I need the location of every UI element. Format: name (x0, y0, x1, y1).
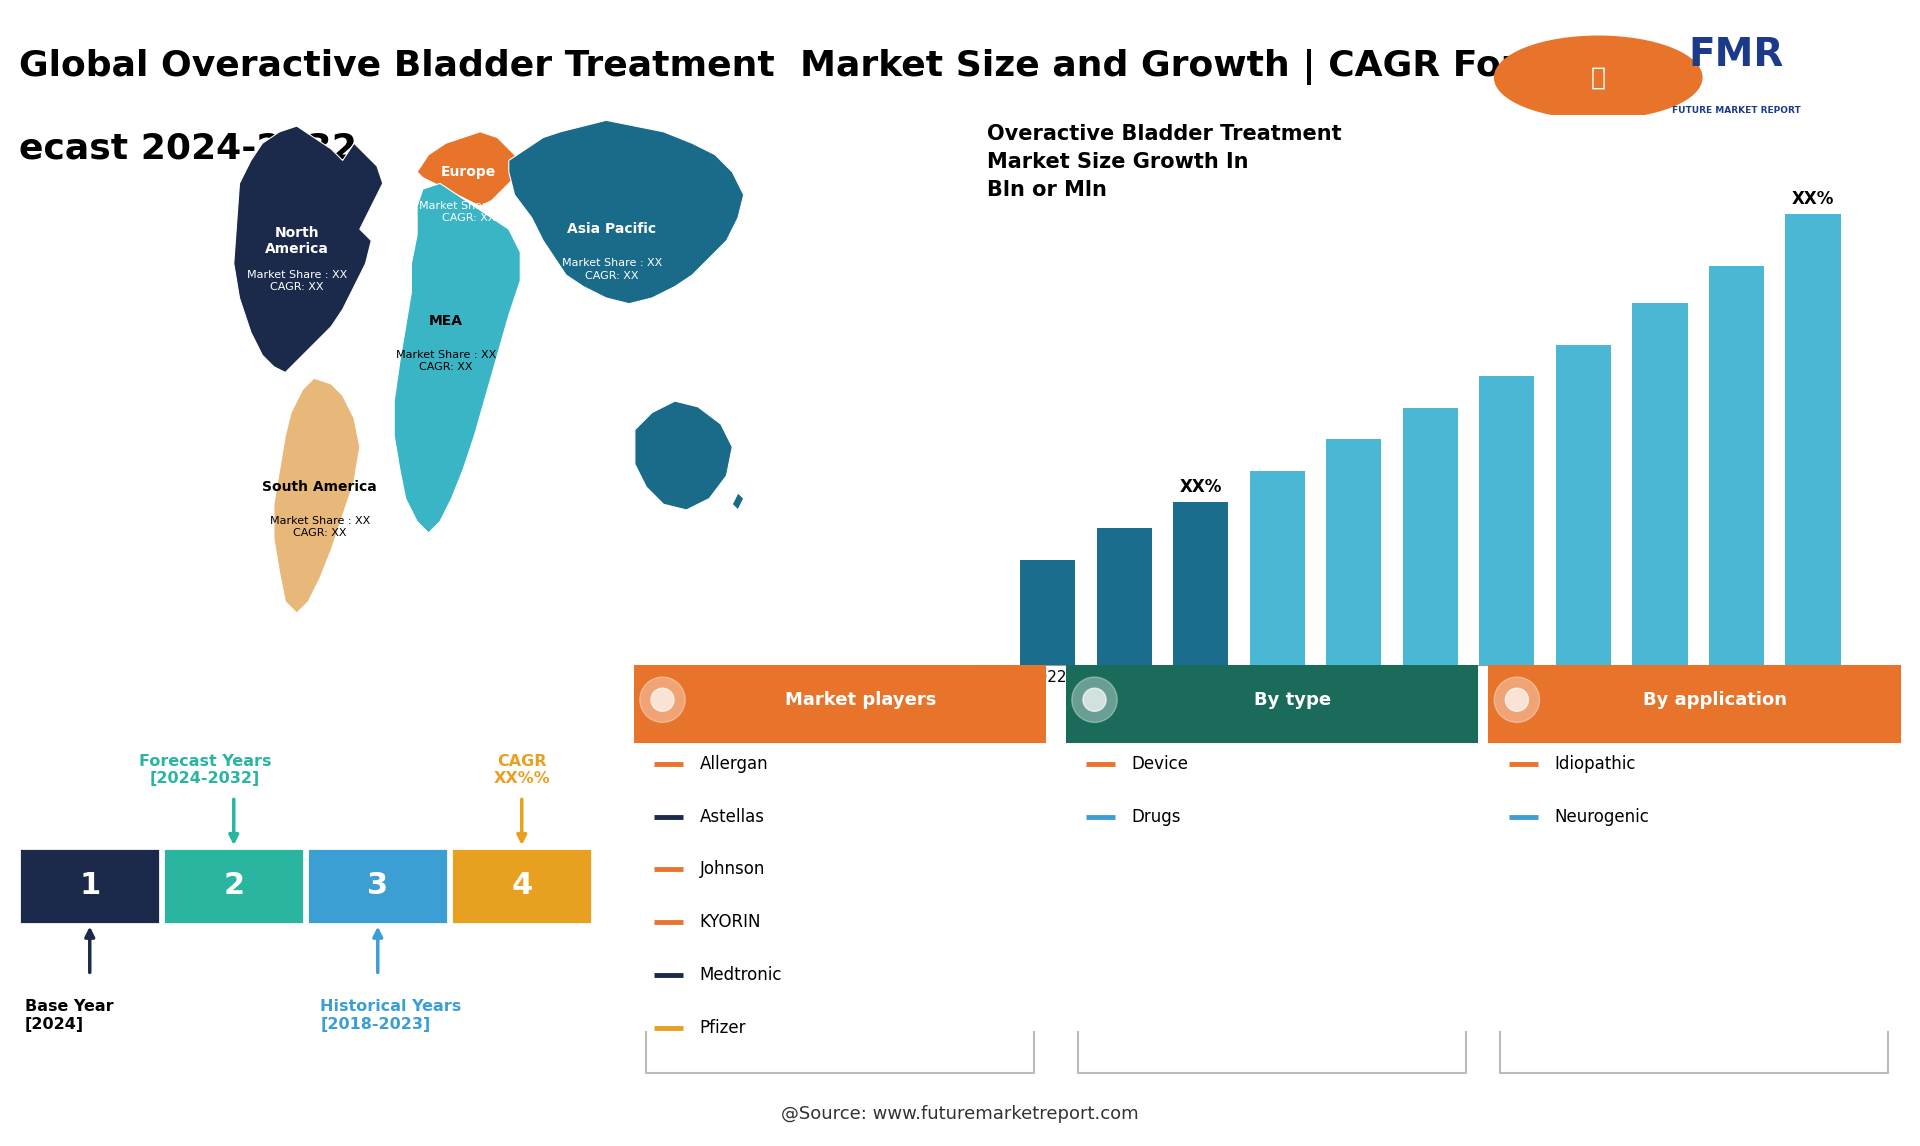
Text: 3: 3 (367, 871, 388, 901)
Bar (1020, 560, 1075, 665)
Circle shape (1071, 677, 1117, 722)
Bar (1250, 471, 1306, 665)
Text: Idiopathic: Idiopathic (1553, 755, 1636, 772)
Text: XX%: XX% (1179, 478, 1221, 496)
FancyBboxPatch shape (19, 848, 159, 924)
Text: 2: 2 (223, 871, 244, 901)
Polygon shape (394, 183, 520, 533)
Text: Market players: Market players (785, 691, 937, 708)
Circle shape (651, 689, 674, 712)
Text: Johnson: Johnson (699, 861, 764, 878)
Text: XX%: XX% (1791, 189, 1834, 207)
Text: North
America: North America (265, 226, 328, 256)
Polygon shape (417, 132, 520, 206)
Text: Astellas: Astellas (699, 808, 764, 825)
Bar (1709, 266, 1764, 665)
Circle shape (1494, 677, 1540, 722)
Bar (1327, 439, 1380, 665)
Text: Europe: Europe (442, 165, 495, 179)
Circle shape (1083, 689, 1106, 712)
Bar (1173, 502, 1229, 665)
FancyBboxPatch shape (451, 848, 591, 924)
FancyBboxPatch shape (622, 657, 1058, 743)
Polygon shape (636, 401, 732, 510)
Text: @Source: www.futuremarketreport.com: @Source: www.futuremarketreport.com (781, 1106, 1139, 1123)
Circle shape (1494, 37, 1701, 119)
Text: Overactive Bladder Treatment
Market Size Growth In
Bln or Mln: Overactive Bladder Treatment Market Size… (987, 124, 1342, 199)
Polygon shape (275, 378, 359, 613)
Text: Forecast Years
[2024-2032]: Forecast Years [2024-2032] (138, 754, 271, 786)
Text: CAGR
XX%%: CAGR XX%% (493, 754, 551, 786)
Circle shape (1505, 689, 1528, 712)
Text: Asia Pacific: Asia Pacific (568, 222, 657, 236)
Text: Base Year
[2024]: Base Year [2024] (25, 999, 113, 1031)
Polygon shape (234, 126, 382, 372)
Text: Neurogenic: Neurogenic (1553, 808, 1649, 826)
Text: Device: Device (1131, 755, 1188, 772)
Text: Pfizer: Pfizer (699, 1019, 747, 1037)
Text: South America: South America (263, 480, 376, 494)
FancyBboxPatch shape (307, 848, 447, 924)
Bar (1096, 528, 1152, 665)
Text: Market Share : XX
CAGR: XX: Market Share : XX CAGR: XX (396, 350, 495, 372)
Text: ecast 2024-2032: ecast 2024-2032 (19, 131, 357, 165)
Text: Allergan: Allergan (699, 755, 768, 772)
Text: 1: 1 (79, 871, 100, 901)
Text: By type: By type (1254, 691, 1331, 708)
Bar (1480, 376, 1534, 665)
Bar (1786, 214, 1841, 665)
Text: FUTURE MARKET REPORT: FUTURE MARKET REPORT (1672, 105, 1801, 115)
Polygon shape (509, 120, 743, 304)
Text: Global Overactive Bladder Treatment  Market Size and Growth | CAGR For: Global Overactive Bladder Treatment Mark… (19, 49, 1519, 85)
Bar (1632, 303, 1688, 665)
FancyBboxPatch shape (1476, 657, 1912, 743)
Circle shape (639, 677, 685, 722)
Polygon shape (732, 493, 743, 510)
Text: FMR: FMR (1690, 37, 1784, 74)
Text: Historical Years
[2018-2023]: Historical Years [2018-2023] (321, 999, 461, 1031)
Text: 4: 4 (511, 871, 532, 901)
Text: Market Share : XX
CAGR: XX: Market Share : XX CAGR: XX (563, 258, 662, 281)
Text: Market Share : XX
CAGR: XX: Market Share : XX CAGR: XX (269, 516, 371, 539)
Text: Market Share : XX
CAGR: XX: Market Share : XX CAGR: XX (419, 201, 518, 223)
Text: Drugs: Drugs (1131, 808, 1181, 826)
Bar (1404, 408, 1457, 665)
FancyBboxPatch shape (1054, 657, 1490, 743)
Text: ⦿: ⦿ (1590, 65, 1605, 89)
FancyBboxPatch shape (163, 848, 303, 924)
Text: KYORIN: KYORIN (699, 913, 760, 931)
Text: By application: By application (1644, 691, 1788, 708)
Text: MEA: MEA (428, 314, 463, 328)
Bar (1555, 345, 1611, 665)
Text: Medtronic: Medtronic (699, 966, 781, 984)
Text: Market Share : XX
CAGR: XX: Market Share : XX CAGR: XX (246, 269, 348, 292)
